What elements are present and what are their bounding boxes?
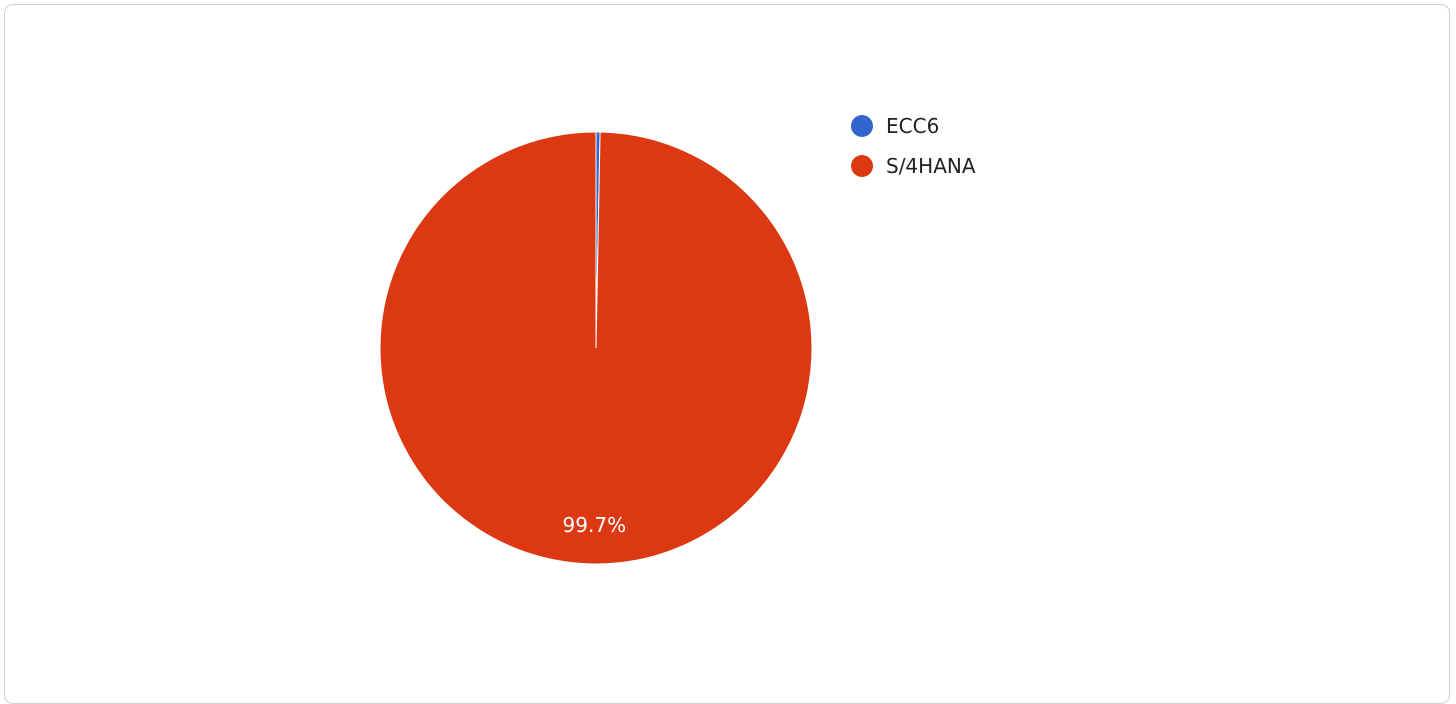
pie-slice-s4hana[interactable] — [379, 131, 813, 565]
pie-slices — [379, 131, 813, 565]
legend-label-ecc6: ECC6 — [886, 114, 939, 138]
pie-slice-labels: 99.7% — [563, 513, 627, 537]
legend-swatch-s4hana — [851, 155, 873, 177]
legend-item-ecc6[interactable]: ECC6 — [851, 114, 939, 138]
legend-label-s4hana: S/4HANA — [886, 154, 976, 178]
legend-swatch-ecc6 — [851, 115, 873, 137]
legend: ECC6 S/4HANA — [851, 114, 976, 178]
pie-slice-label-s4hana: 99.7% — [563, 513, 627, 537]
legend-item-s4hana[interactable]: S/4HANA — [851, 154, 976, 178]
